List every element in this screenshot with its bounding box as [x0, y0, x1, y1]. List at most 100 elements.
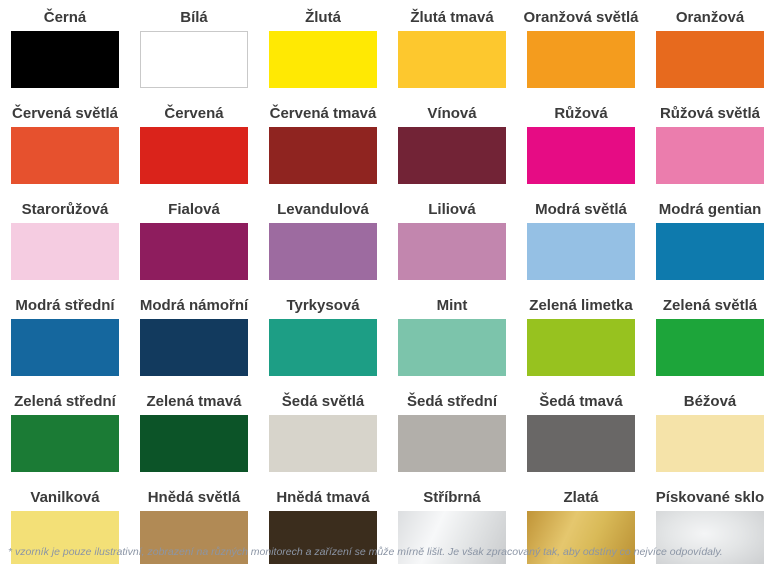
color-swatch-cell: Oranžová — [646, 0, 775, 96]
swatch-color — [527, 31, 635, 88]
swatch-label: Oranžová světlá — [523, 9, 639, 26]
swatch-color — [398, 31, 506, 88]
swatch-label: Červená — [164, 105, 224, 122]
swatch-label: Starorůžová — [21, 201, 109, 218]
swatch-label: Červená světlá — [12, 105, 118, 122]
color-swatch-cell: Žlutá tmavá — [388, 0, 517, 96]
swatch-label: Zelená tmavá — [146, 393, 242, 410]
swatch-color — [11, 127, 119, 184]
color-swatch-cell: Růžová — [517, 96, 646, 192]
swatch-color — [656, 319, 764, 376]
swatch-color — [269, 127, 377, 184]
swatch-label: Šedá světlá — [281, 393, 365, 410]
swatch-label: Hnědá světlá — [147, 489, 241, 506]
swatch-color — [269, 415, 377, 472]
color-swatch-cell: Šedá střední — [388, 384, 517, 480]
color-swatch-cell: Zelená tmavá — [130, 384, 259, 480]
color-swatch-cell: Oranžová světlá — [517, 0, 646, 96]
swatch-label: Modrá světlá — [535, 201, 627, 218]
swatch-color — [398, 415, 506, 472]
color-swatch-cell: Červená — [130, 96, 259, 192]
color-swatch-cell: Růžová světlá — [646, 96, 775, 192]
swatch-color — [140, 127, 248, 184]
color-swatch-cell: Hnědá tmavá — [259, 480, 388, 564]
swatch-label: Bílá — [180, 9, 208, 26]
swatch-label: Fialová — [168, 201, 220, 218]
color-swatch-cell: Béžová — [646, 384, 775, 480]
swatch-color — [527, 319, 635, 376]
swatch-label: Modrá námořní — [139, 297, 249, 314]
swatch-color — [656, 223, 764, 280]
swatch-color — [269, 511, 377, 564]
swatch-color — [269, 31, 377, 88]
swatch-color — [398, 223, 506, 280]
color-swatch-cell: Modrá gentian — [646, 192, 775, 288]
color-swatch-cell: Šedá tmavá — [517, 384, 646, 480]
swatch-label: Béžová — [683, 393, 737, 410]
swatch-label: Šedá tmavá — [539, 393, 623, 410]
color-swatch-cell: Bílá — [130, 0, 259, 96]
swatch-color — [398, 127, 506, 184]
swatch-label: Levandulová — [277, 201, 369, 218]
swatch-color — [656, 415, 764, 472]
swatch-label: Tyrkysová — [286, 297, 360, 314]
color-swatch-cell: Modrá námořní — [130, 288, 259, 384]
color-swatch-cell: Zelená světlá — [646, 288, 775, 384]
swatch-label: Růžová světlá — [659, 105, 761, 122]
swatch-color — [269, 319, 377, 376]
color-swatch-cell: Liliová — [388, 192, 517, 288]
swatch-color — [11, 31, 119, 88]
swatch-label: Modrá gentian — [658, 201, 762, 218]
swatch-label: Vínová — [427, 105, 477, 122]
color-swatch-cell: Vínová — [388, 96, 517, 192]
color-swatch-cell: Stříbrná — [388, 480, 517, 564]
swatch-color — [656, 127, 764, 184]
swatch-color — [527, 415, 635, 472]
color-swatch-cell: Šedá světlá — [259, 384, 388, 480]
color-swatch-cell: Vanilková — [1, 480, 130, 564]
swatch-color — [140, 31, 248, 88]
color-swatch-cell: Červená tmavá — [259, 96, 388, 192]
swatch-label: Růžová — [554, 105, 608, 122]
swatch-label: Zelená světlá — [662, 297, 758, 314]
color-swatch-cell: Modrá světlá — [517, 192, 646, 288]
swatch-label: Stříbrná — [423, 489, 481, 506]
swatch-color — [11, 319, 119, 376]
color-swatch-cell: Zlatá — [517, 480, 646, 564]
color-swatch-cell: Hnědá světlá — [130, 480, 259, 564]
color-swatch-cell: Zelená limetka — [517, 288, 646, 384]
color-swatch-cell: Tyrkysová — [259, 288, 388, 384]
swatch-label: Hnědá tmavá — [276, 489, 370, 506]
swatch-color — [656, 511, 764, 564]
swatch-color — [527, 127, 635, 184]
swatch-color — [11, 415, 119, 472]
color-swatch-cell: Pískované sklo — [646, 480, 775, 564]
swatch-color — [140, 319, 248, 376]
swatch-label: Modrá střední — [15, 297, 115, 314]
color-swatch-cell: Zelená střední — [1, 384, 130, 480]
color-swatch-cell: Fialová — [130, 192, 259, 288]
swatch-color — [140, 511, 248, 564]
color-swatch-cell: Levandulová — [259, 192, 388, 288]
swatch-label: Pískované sklo — [655, 489, 765, 506]
swatch-color — [269, 223, 377, 280]
swatch-color — [398, 511, 506, 564]
swatch-color — [140, 415, 248, 472]
color-swatch-cell: Červená světlá — [1, 96, 130, 192]
color-swatch-cell: Žlutá — [259, 0, 388, 96]
swatch-label: Žlutá — [305, 9, 341, 26]
color-swatch-cell: Modrá střední — [1, 288, 130, 384]
swatch-label: Šedá střední — [406, 393, 498, 410]
swatch-color — [527, 511, 635, 564]
disclaimer-footnote: * vzorník je pouze ilustrativní, zobraze… — [8, 546, 723, 558]
swatch-color — [140, 223, 248, 280]
swatch-color — [11, 223, 119, 280]
swatch-color — [11, 511, 119, 564]
swatch-label: Žlutá tmavá — [410, 9, 494, 26]
color-swatch-cell: Černá — [1, 0, 130, 96]
color-swatch-cell: Mint — [388, 288, 517, 384]
swatch-label: Mint — [436, 297, 468, 314]
swatch-color — [398, 319, 506, 376]
